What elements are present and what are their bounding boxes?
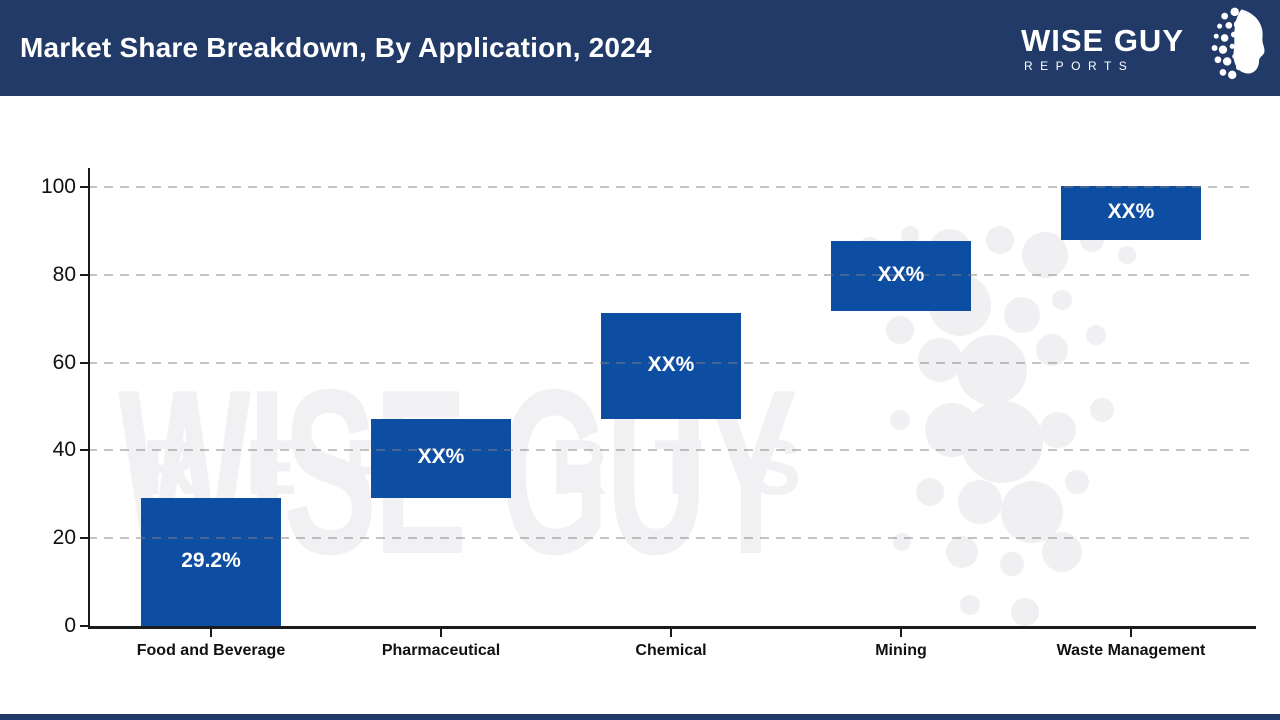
header: Market Share Breakdown, By Application, … bbox=[0, 0, 1280, 96]
y-tick-label-80: 80 bbox=[52, 262, 76, 286]
page-title: Market Share Breakdown, By Application, … bbox=[20, 32, 652, 63]
wiseguy-face-logo-icon bbox=[1211, 7, 1265, 80]
bar-value-label: XX% bbox=[647, 352, 695, 376]
y-axis-spine bbox=[88, 168, 90, 628]
bar-chemical bbox=[601, 312, 741, 419]
x-tick-3 bbox=[670, 629, 672, 637]
bar-value-label: XX% bbox=[417, 445, 465, 469]
y-tick-label-40: 40 bbox=[52, 438, 76, 462]
bar-value-label: XX% bbox=[1107, 199, 1155, 223]
y-tick-label-60: 60 bbox=[52, 350, 76, 374]
market-share-chart: WISE GUY REPORTS 29.2%XX%XX%XX%XX% 02040… bbox=[0, 96, 1280, 714]
gridline-60 bbox=[88, 361, 1256, 364]
y-tick-label-0: 0 bbox=[64, 614, 76, 637]
bar-value-label: XX% bbox=[877, 263, 925, 287]
x-category-label: Chemical bbox=[635, 642, 707, 659]
y-tick-80 bbox=[80, 273, 88, 276]
wiseguy-logo: WISE GUY REPORTS bbox=[1021, 4, 1270, 92]
x-category-label: Pharmaceutical bbox=[381, 642, 501, 659]
y-tick-40 bbox=[80, 449, 88, 452]
bar-pharmaceutical bbox=[371, 418, 511, 498]
x-tick-4 bbox=[900, 629, 902, 637]
gridline-100 bbox=[88, 186, 1256, 188]
x-tick-1 bbox=[210, 629, 212, 637]
logo-text: WISE GUY REPORTS bbox=[1021, 25, 1184, 72]
gridline-40 bbox=[88, 449, 1256, 452]
y-tick-60 bbox=[80, 361, 88, 364]
x-tick-5 bbox=[1130, 629, 1132, 637]
y-tick-20 bbox=[80, 537, 88, 540]
x-category-label: Mining bbox=[875, 642, 927, 659]
bar-mining bbox=[831, 241, 971, 312]
x-tick-2 bbox=[440, 629, 442, 637]
y-tick-label-100: 100 bbox=[40, 175, 76, 198]
bar-waste-management bbox=[1061, 185, 1201, 241]
x-category-label: Food and Beverage bbox=[136, 642, 286, 659]
gridline-80 bbox=[88, 273, 1256, 276]
gridline-20 bbox=[88, 537, 1256, 540]
y-tick-label-20: 20 bbox=[52, 526, 76, 550]
bar-value-label: 29.2% bbox=[181, 548, 241, 572]
logo-subtext: REPORTS bbox=[1023, 58, 1135, 73]
y-tick-0 bbox=[80, 625, 88, 627]
bar-food-and-beverage bbox=[141, 497, 281, 626]
footer-bar bbox=[0, 714, 1280, 720]
x-category-label: Waste Management bbox=[1056, 642, 1206, 659]
logo-wordmark: WISE GUY bbox=[1020, 22, 1184, 58]
x-axis-spine bbox=[88, 626, 1256, 629]
y-tick-100 bbox=[80, 186, 88, 188]
